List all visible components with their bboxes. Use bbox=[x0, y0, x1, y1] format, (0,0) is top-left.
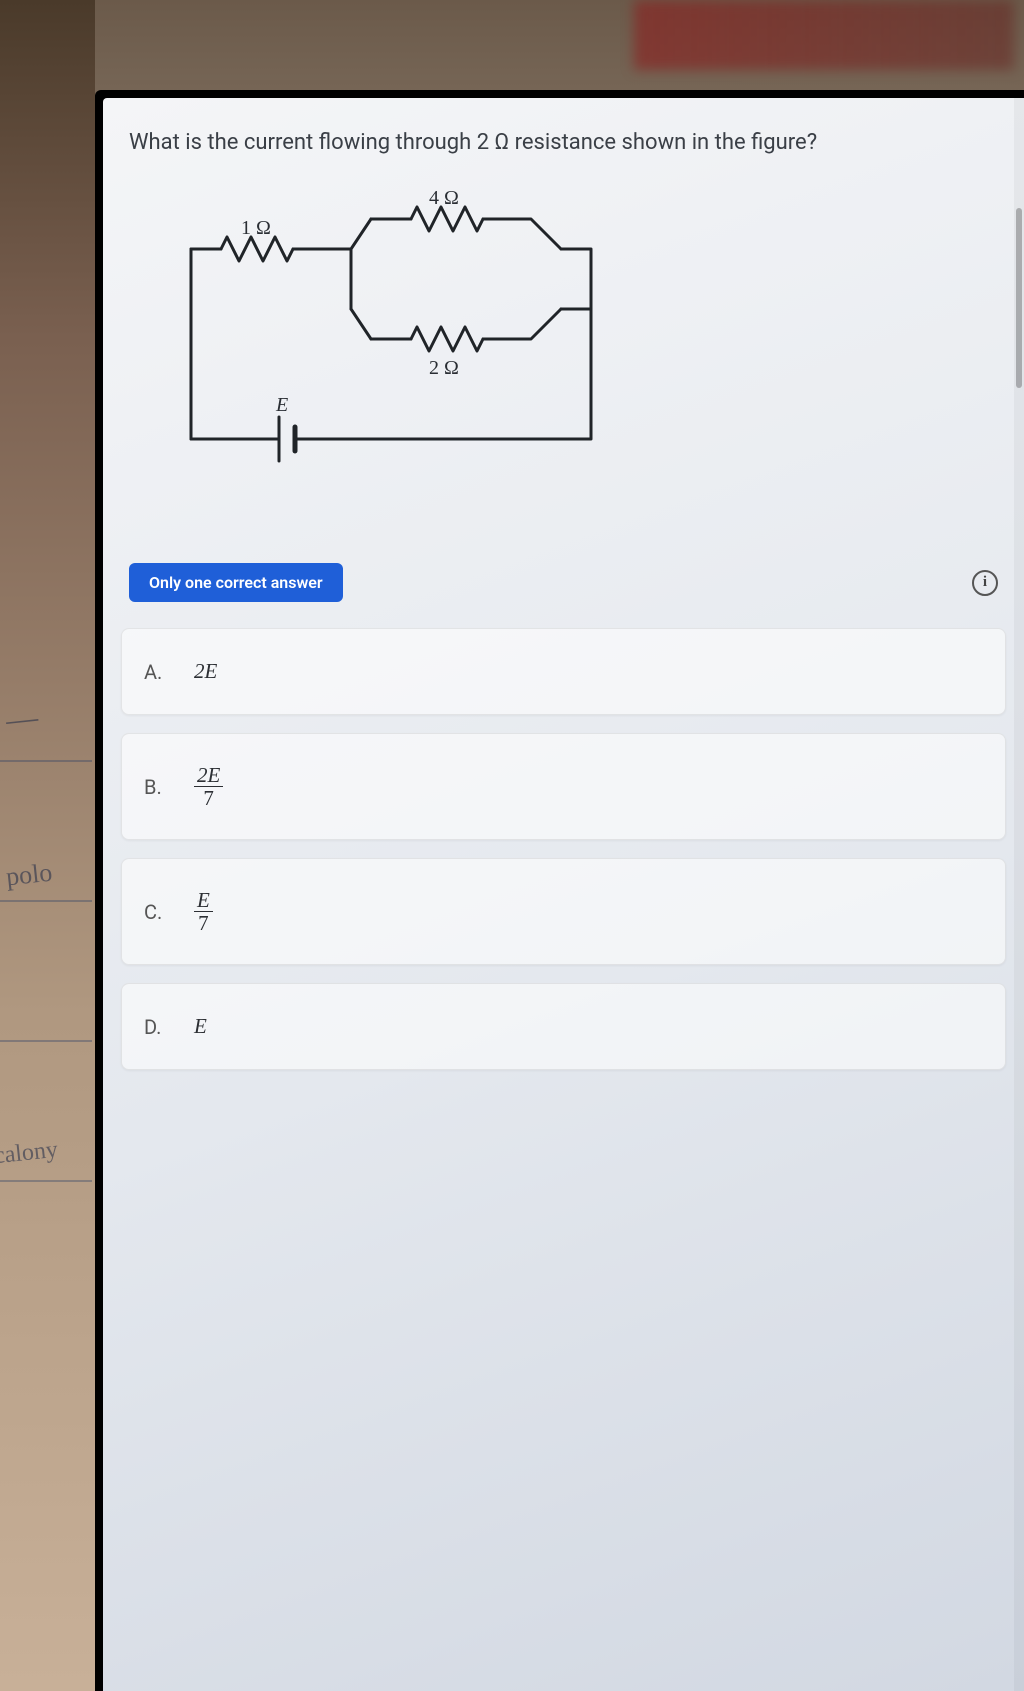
hw-word-1: polo bbox=[5, 858, 54, 893]
label-emf: E bbox=[275, 394, 288, 416]
info-icon[interactable]: i bbox=[972, 570, 998, 596]
notebook-rule-line bbox=[0, 760, 92, 762]
option-b[interactable]: B. 2E7 bbox=[121, 733, 1006, 840]
circuit-diagram: 1 Ω 4 Ω 2 Ω E bbox=[161, 179, 1024, 503]
scrollbar-thumb[interactable] bbox=[1016, 208, 1022, 388]
scrollbar[interactable] bbox=[1014, 98, 1024, 1691]
option-value: E7 bbox=[194, 889, 213, 934]
notebook-left-strip bbox=[0, 0, 95, 1691]
option-value: 2E bbox=[194, 659, 217, 684]
badge-row: Only one correct answer i bbox=[121, 563, 1024, 602]
answer-mode-badge: Only one correct answer bbox=[129, 563, 343, 602]
option-a[interactable]: A. 2E bbox=[121, 628, 1006, 715]
option-value: E bbox=[194, 1014, 207, 1039]
label-1-ohm: 1 Ω bbox=[241, 217, 271, 239]
option-letter: C. bbox=[144, 900, 166, 924]
notebook-rule-line bbox=[0, 900, 92, 902]
app-screen: What is the current flowing through 2 Ω … bbox=[103, 98, 1024, 1691]
options-list: A. 2E B. 2E7 C. E7 D. E bbox=[121, 628, 1024, 1070]
option-letter: A. bbox=[144, 660, 166, 684]
circuit-svg: 1 Ω 4 Ω 2 Ω E bbox=[161, 179, 631, 499]
question-text: What is the current flowing through 2 Ω … bbox=[121, 130, 1024, 155]
notebook-rule-line bbox=[0, 1040, 92, 1042]
option-c[interactable]: C. E7 bbox=[121, 858, 1006, 965]
notebook-rule-line bbox=[0, 1180, 92, 1182]
option-value: 2E7 bbox=[194, 764, 223, 809]
option-d[interactable]: D. E bbox=[121, 983, 1006, 1070]
red-object-blur bbox=[634, 0, 1014, 70]
label-2-ohm: 2 Ω bbox=[429, 357, 459, 379]
hw-dash: — bbox=[4, 698, 40, 738]
option-letter: B. bbox=[144, 775, 166, 799]
option-letter: D. bbox=[144, 1015, 166, 1039]
device-bezel: What is the current flowing through 2 Ω … bbox=[95, 90, 1024, 1691]
label-4-ohm: 4 Ω bbox=[429, 187, 459, 209]
